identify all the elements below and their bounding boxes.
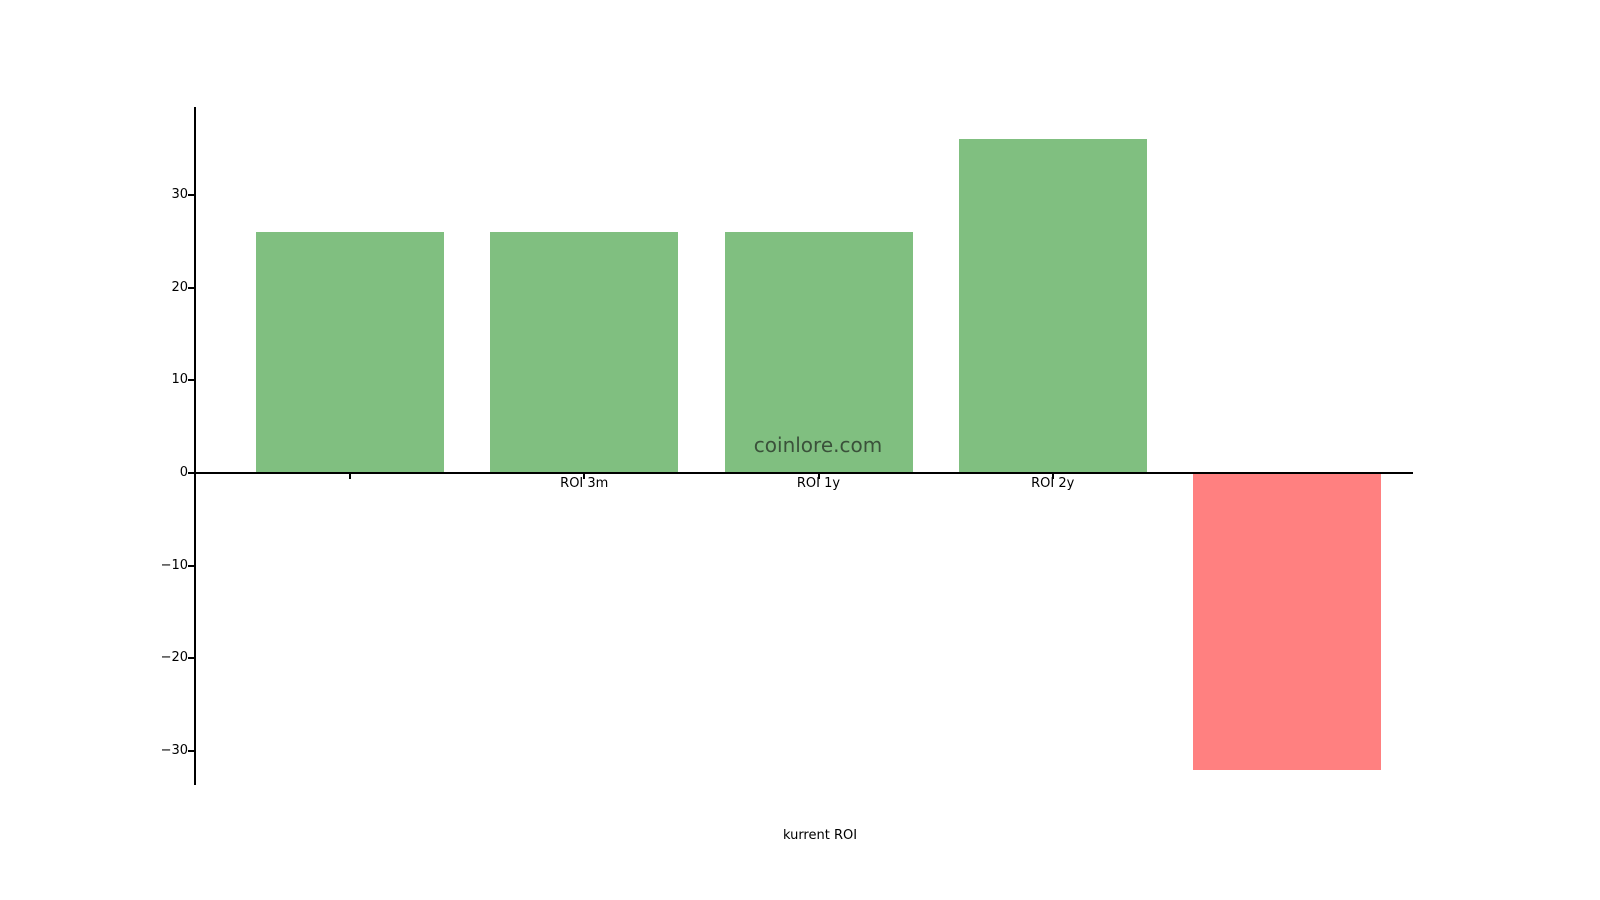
y-tick-label: −30: [160, 743, 188, 759]
y-tick-label: −10: [160, 557, 188, 573]
x-tick-label: ROI 1y: [796, 476, 841, 491]
y-tick-mark: [188, 379, 194, 382]
bar-unlabeled-0: [256, 231, 444, 473]
bar-roi-1y: [724, 231, 913, 473]
x-tick-label: ROI 2y: [1031, 476, 1075, 491]
y-axis-spine: [194, 107, 196, 785]
x-tick-mark: [1051, 473, 1054, 479]
bar-unlabeled-4: [1193, 473, 1381, 770]
y-tick-label: 30: [171, 186, 188, 202]
y-tick-label: 20: [171, 279, 188, 295]
y-tick-label: 0: [179, 465, 188, 480]
x-tick-label: ROI 3m: [560, 476, 609, 491]
y-tick-mark: [188, 564, 194, 567]
y-tick-label: 10: [171, 372, 188, 388]
y-tick-mark: [188, 750, 194, 753]
x-axis-spine: [196, 472, 1413, 474]
watermark: coinlore.com: [753, 433, 883, 457]
bar-roi-2y: [958, 139, 1147, 473]
x-tick-mark: [583, 473, 586, 479]
bar-roi-3m: [490, 231, 679, 473]
y-tick-mark: [188, 472, 194, 474]
y-tick-mark: [188, 657, 194, 660]
y-tick-mark: [188, 193, 194, 196]
y-tick-mark: [188, 286, 194, 289]
x-tick-mark: [817, 473, 820, 479]
x-tick-mark: [349, 473, 351, 479]
y-tick-label: −20: [160, 650, 188, 666]
x-axis-title: kurrent ROI: [782, 828, 858, 843]
